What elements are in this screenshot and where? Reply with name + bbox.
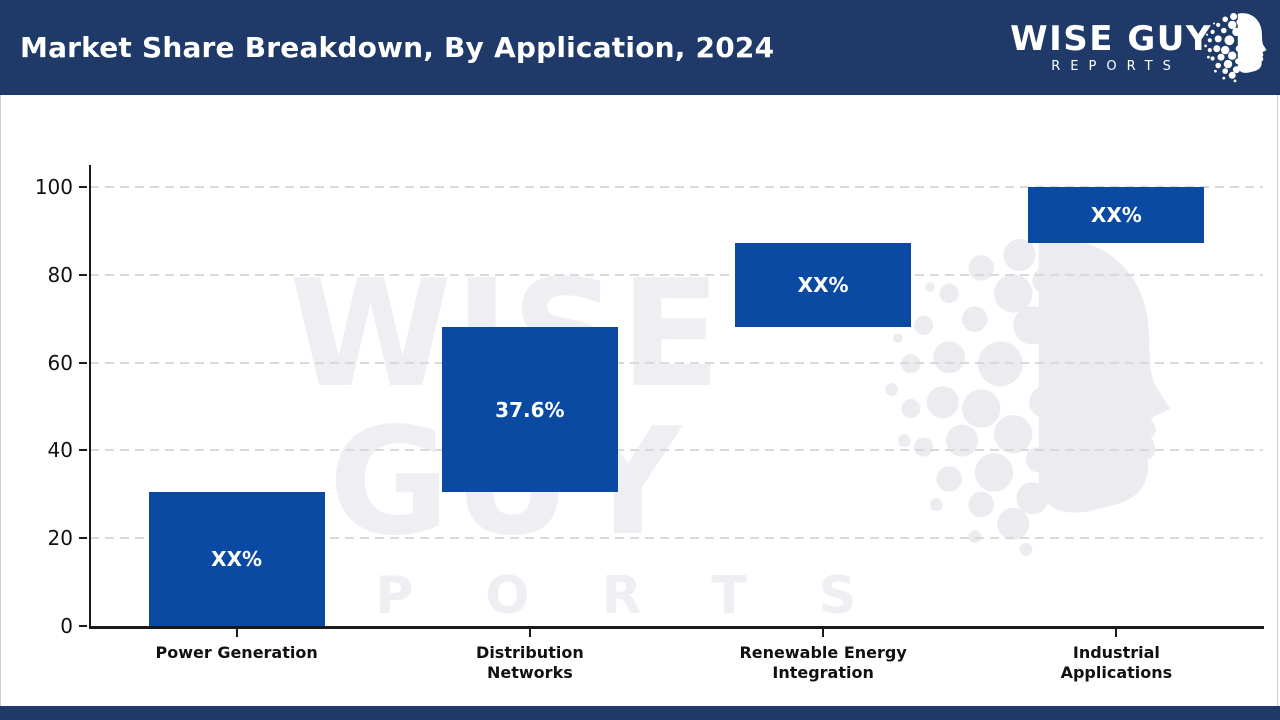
x-category-label: Power Generation	[156, 643, 318, 663]
y-tick-mark	[79, 186, 87, 188]
y-axis	[89, 165, 91, 629]
x-category-label-line: Distribution	[476, 643, 584, 662]
logo-wordmark-main: WISE GUY	[1010, 18, 1212, 59]
x-category-label: Distribution Networks	[476, 643, 584, 683]
x-category-label-line: Integration	[772, 663, 874, 682]
footer-bar	[0, 706, 1280, 720]
x-tick-mark	[1115, 629, 1118, 637]
gridline	[90, 186, 1263, 188]
bar-value-label: XX%	[211, 547, 263, 572]
y-tick-label: 40	[47, 438, 73, 463]
y-tick-label: 80	[47, 262, 73, 287]
y-tick-mark	[79, 625, 87, 627]
x-tick-mark	[822, 629, 825, 637]
x-axis	[89, 626, 1264, 629]
x-category-label-line: Renewable Energy	[739, 643, 907, 662]
y-tick-label: 60	[47, 350, 73, 375]
gridline	[90, 537, 1263, 540]
y-tick-mark	[79, 361, 87, 364]
logo-wordmark: WISE GUY REPORTS	[1010, 18, 1212, 75]
y-tick-label: 100	[34, 175, 73, 199]
x-category-label-line: Networks	[487, 663, 573, 682]
bar: XX%	[735, 243, 912, 328]
bar-value-label: XX%	[1090, 203, 1142, 228]
x-axis-labels: Power Generation Distribution Networks Rene…	[90, 629, 1263, 703]
x-category-label: Renewable Energy Integration	[739, 643, 906, 683]
logo-head-icon	[1204, 13, 1267, 83]
gridline	[90, 449, 1263, 452]
y-axis-labels: 0 20 40 60 80 100	[1, 175, 89, 638]
y-tick-mark	[79, 537, 87, 540]
gridline	[90, 273, 1263, 276]
bar-value-label: 37.6%	[495, 397, 565, 422]
x-category-label-line: Industrial	[1072, 643, 1160, 662]
bar-value-label: XX%	[797, 273, 849, 298]
bar: XX%	[148, 492, 325, 626]
x-category-label-line: Power Generation	[155, 643, 318, 662]
y-tick-label: 0	[60, 614, 73, 638]
chart-title: Market Share Breakdown, By Application, …	[20, 31, 775, 64]
x-category-label: Industrial Applications	[1061, 643, 1173, 683]
brand-logo: WISE GUY REPORTS	[1010, 6, 1270, 90]
logo-wordmark-sub: REPORTS	[1051, 59, 1181, 75]
x-tick-mark	[528, 629, 531, 637]
x-category-label-line: Applications	[1060, 663, 1173, 682]
x-tick-mark	[235, 629, 238, 637]
gridline	[90, 361, 1263, 364]
y-tick-mark	[79, 273, 87, 276]
plot-area: XX% 37.6% XX% XX%	[90, 186, 1263, 626]
y-tick-label: 20	[47, 526, 73, 551]
y-tick-mark	[79, 449, 87, 452]
bar: 37.6%	[441, 327, 618, 493]
bar: XX%	[1028, 187, 1205, 244]
header-bar: Market Share Breakdown, By Application, …	[0, 0, 1280, 95]
